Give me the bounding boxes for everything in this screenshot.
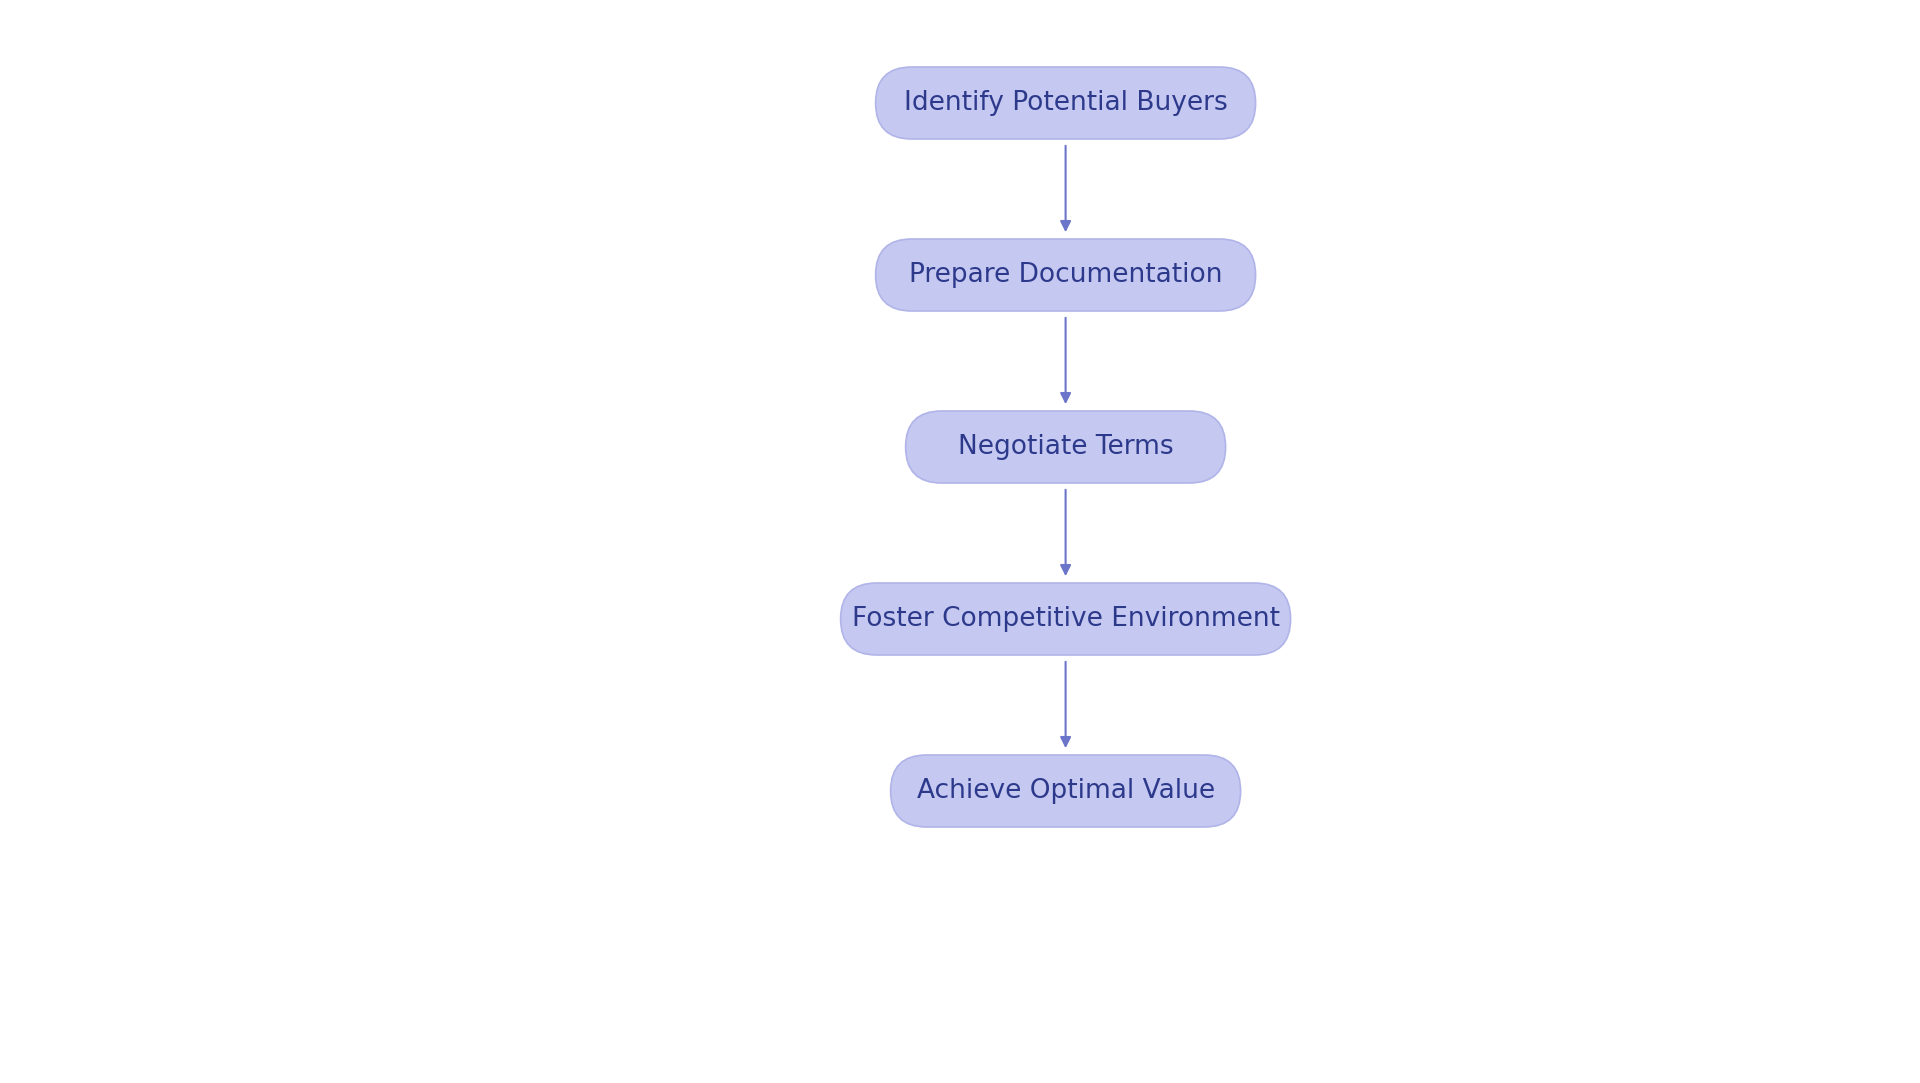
FancyBboxPatch shape (891, 755, 1240, 827)
Text: Negotiate Terms: Negotiate Terms (958, 434, 1173, 460)
Text: Prepare Documentation: Prepare Documentation (908, 262, 1223, 288)
FancyBboxPatch shape (876, 67, 1256, 139)
FancyBboxPatch shape (906, 412, 1225, 483)
Text: Foster Competitive Environment: Foster Competitive Environment (852, 606, 1279, 632)
FancyBboxPatch shape (841, 583, 1290, 655)
Text: Achieve Optimal Value: Achieve Optimal Value (916, 778, 1215, 804)
Text: Identify Potential Buyers: Identify Potential Buyers (904, 90, 1227, 116)
FancyBboxPatch shape (876, 239, 1256, 311)
